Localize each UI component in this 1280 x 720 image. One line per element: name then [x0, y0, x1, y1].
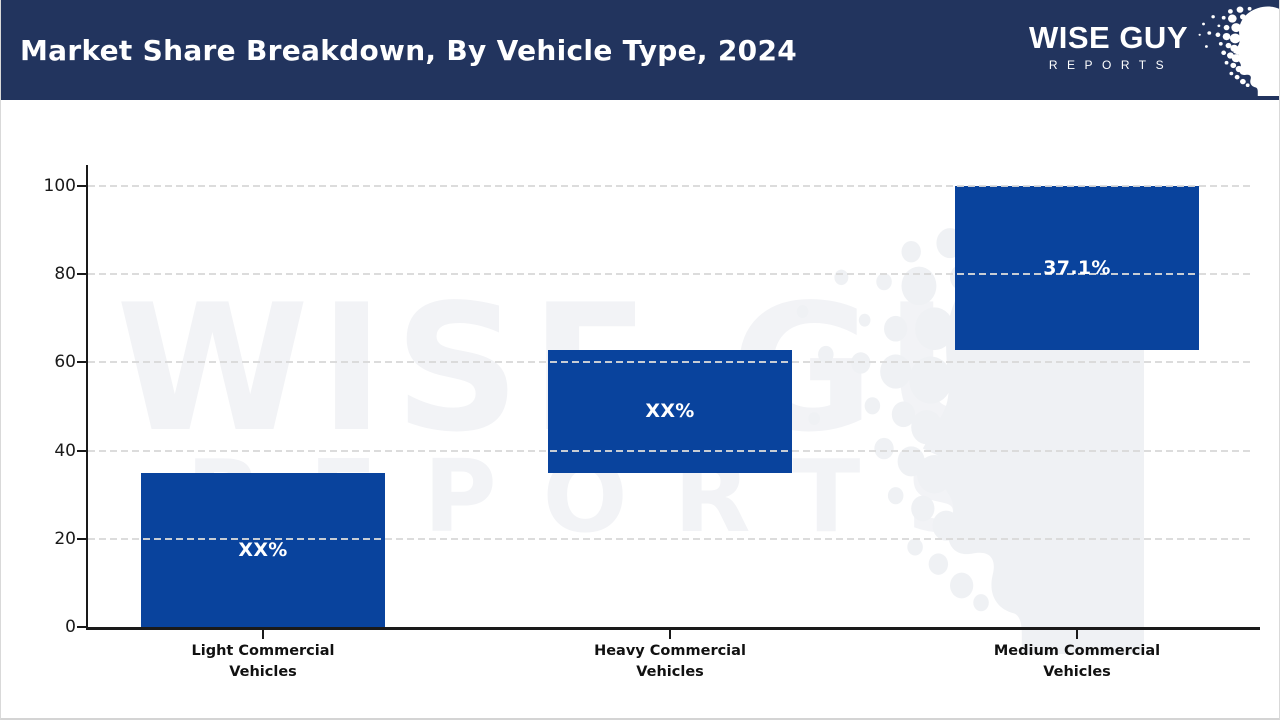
page-title: Market Share Breakdown, By Vehicle Type,…: [20, 33, 798, 67]
x-tick-mark: [262, 629, 264, 639]
x-category-label: Heavy Commercial Vehicles: [594, 643, 746, 680]
brand-logo: WISE GUY REPORTS: [1020, 0, 1280, 100]
bar: [955, 186, 1199, 350]
y-tick-mark: [77, 361, 86, 364]
x-axis-line: [86, 627, 1260, 630]
brand-subname: REPORTS: [1048, 58, 1174, 72]
gridline: [88, 185, 1253, 187]
brand-logo-text: WISE GUY REPORTS: [1028, 20, 1188, 73]
y-tick-label: 100: [43, 176, 76, 196]
gridline: [88, 273, 1253, 276]
y-tick-mark: [77, 537, 86, 540]
bar-value-label: 37.1%: [1043, 256, 1111, 279]
x-tick-mark: [669, 629, 671, 639]
bar-value-label: XX%: [238, 538, 288, 561]
y-tick-mark: [77, 273, 86, 276]
bar: [548, 349, 792, 473]
bar-value-label: XX%: [645, 400, 695, 423]
x-category-label: Medium Commercial Vehicles: [993, 643, 1161, 680]
gridline: [88, 537, 1253, 540]
y-axis-line: [86, 165, 88, 629]
dotted-head-icon: [1192, 6, 1280, 96]
y-tick-mark: [77, 449, 86, 452]
brand-name: WISE GUY: [1028, 20, 1188, 55]
y-tick-label: 40: [54, 440, 76, 461]
bar: [141, 472, 385, 627]
gridline: [88, 361, 1253, 364]
gridline: [88, 449, 1253, 452]
y-tick-label: 20: [54, 528, 76, 549]
y-tick-label: 0: [65, 617, 76, 637]
y-tick-mark: [77, 185, 86, 187]
x-category-label: Light Commercial Vehicles: [191, 643, 335, 680]
header-bar: Market Share Breakdown, By Vehicle Type,…: [0, 0, 1280, 100]
y-tick-label: 60: [54, 352, 76, 373]
x-tick-mark: [1076, 629, 1078, 639]
y-tick-label: 80: [54, 264, 76, 285]
y-tick-mark: [77, 626, 86, 628]
